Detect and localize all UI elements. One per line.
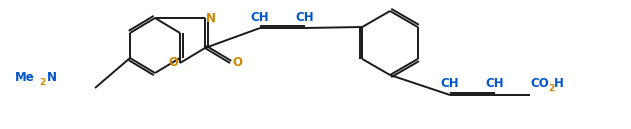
Text: 2: 2 <box>548 84 554 93</box>
Text: CH: CH <box>296 11 314 24</box>
Text: CH: CH <box>486 77 504 90</box>
Text: H: H <box>554 77 564 90</box>
Text: O: O <box>232 57 242 70</box>
Text: N: N <box>47 71 57 84</box>
Text: O: O <box>168 57 178 70</box>
Text: N: N <box>206 11 216 25</box>
Text: CO: CO <box>530 77 549 90</box>
Text: CH: CH <box>251 11 269 24</box>
Text: 2: 2 <box>39 78 45 87</box>
Text: Me: Me <box>15 71 35 84</box>
Text: CH: CH <box>440 77 459 90</box>
